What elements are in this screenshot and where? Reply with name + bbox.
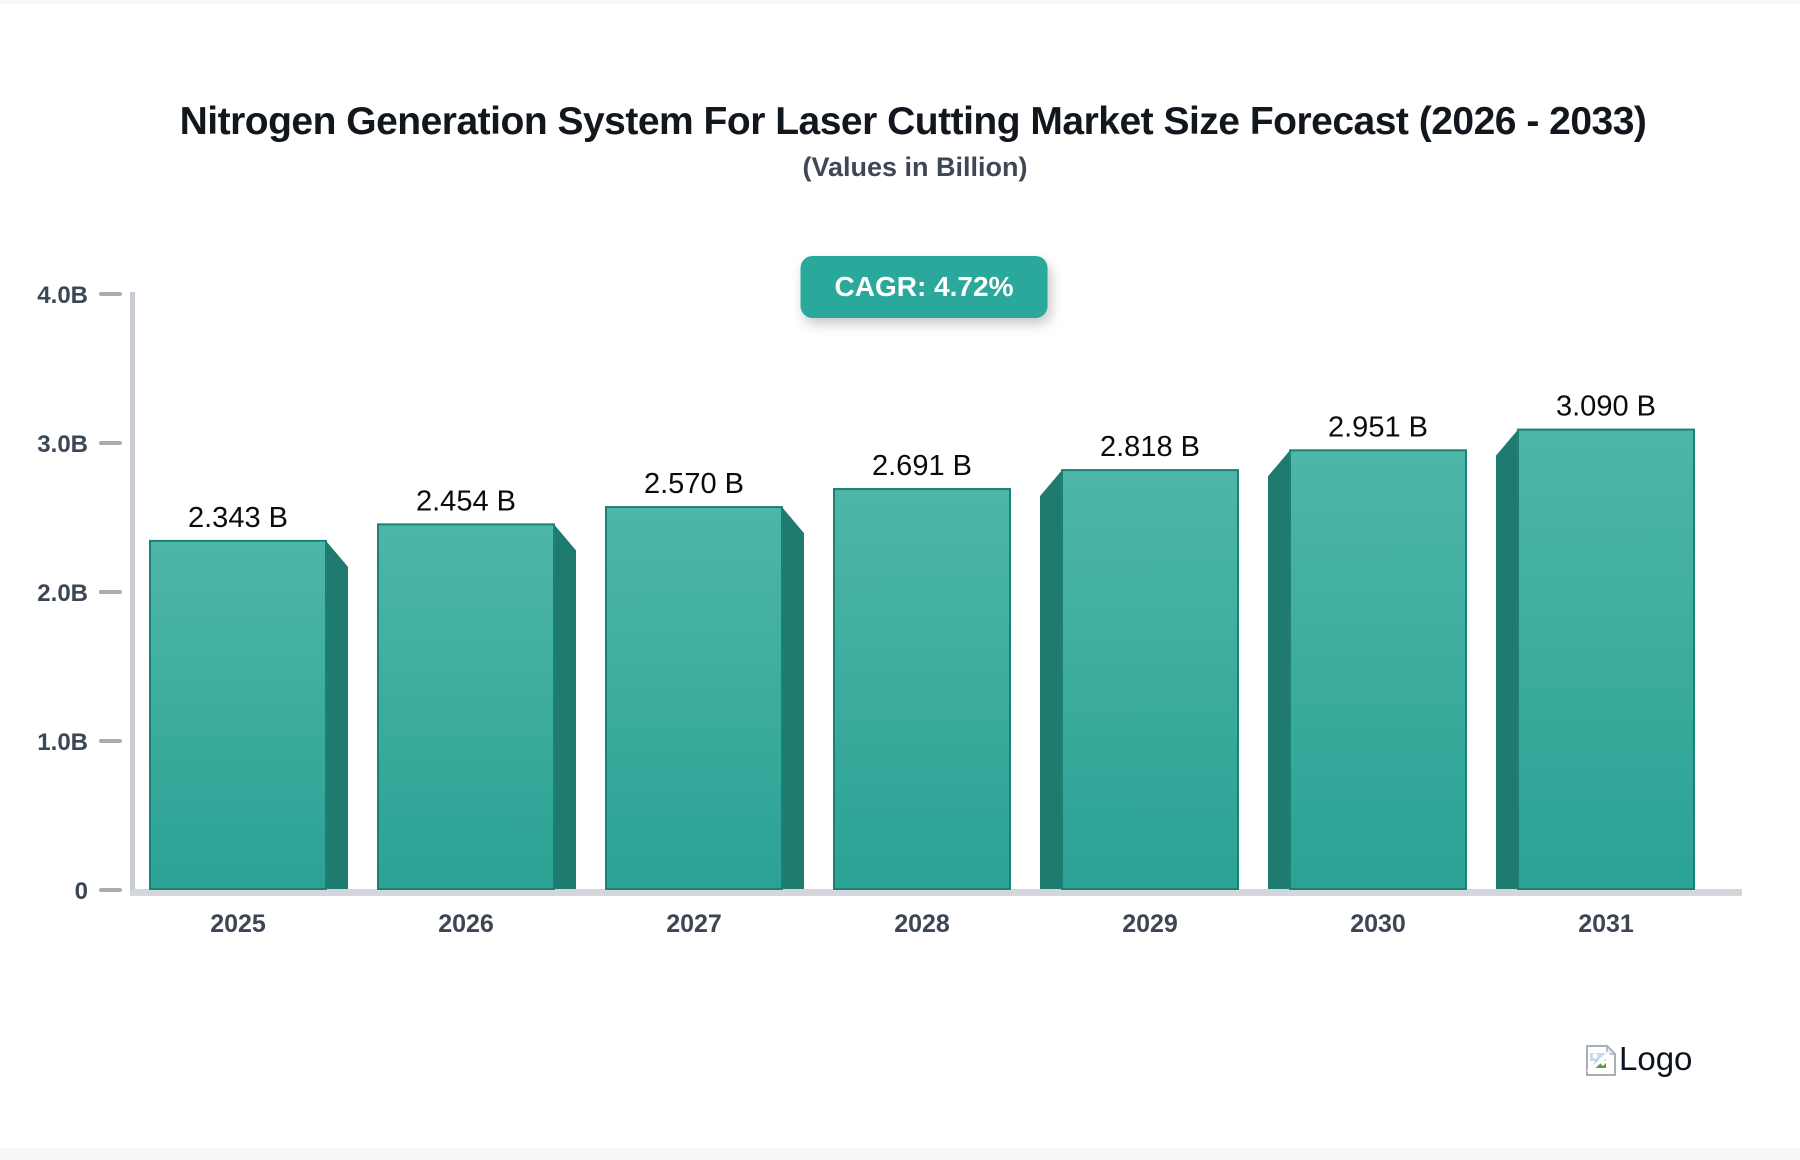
bar-side-3d xyxy=(1268,450,1290,889)
y-axis-tick-label: 1.0B xyxy=(37,729,88,756)
x-axis-label: 2026 xyxy=(438,910,494,938)
broken-image-icon xyxy=(1586,1043,1617,1076)
x-axis-label: 2025 xyxy=(210,910,266,938)
bar-2031[interactable] xyxy=(1517,428,1695,890)
cagr-badge: CAGR: 4.72% xyxy=(800,256,1048,318)
bar-side-3d xyxy=(1040,470,1062,889)
bar-value-label: 2.454 B xyxy=(416,485,516,517)
y-axis-tick xyxy=(99,441,122,445)
y-axis-tick xyxy=(99,590,122,594)
bar-side-3d xyxy=(1496,429,1518,889)
y-axis-tick-label: 4.0B xyxy=(37,282,88,309)
y-axis-tick-label: 0 xyxy=(75,878,88,905)
bar-2030[interactable] xyxy=(1289,449,1467,890)
x-axis-label: 2031 xyxy=(1578,910,1634,938)
bar-value-label: 2.570 B xyxy=(644,468,744,500)
x-axis-label: 2029 xyxy=(1122,910,1178,938)
y-axis-line xyxy=(130,292,135,890)
bar-value-label: 2.691 B xyxy=(872,450,972,482)
x-axis-line xyxy=(130,889,1742,896)
x-axis-label: 2028 xyxy=(894,910,950,938)
logo-text: Logo xyxy=(1619,1040,1693,1077)
bar-value-label: 2.818 B xyxy=(1100,431,1200,463)
bar-2027[interactable] xyxy=(605,506,783,890)
bar-value-label: 2.951 B xyxy=(1328,411,1428,443)
bar-2026[interactable] xyxy=(377,523,555,890)
bar-2028[interactable] xyxy=(833,488,1011,890)
bar-side-3d xyxy=(326,540,348,889)
bar-value-label: 2.343 B xyxy=(188,502,288,534)
bar-chart-canvas: 4.0B 3.0B 2.0B 1.0B 0 2.343 B 2025 2.454 B 2026 2… xyxy=(37,282,1742,938)
bar-2029[interactable] xyxy=(1061,469,1239,890)
y-axis-tick xyxy=(99,292,122,296)
bar-side-3d xyxy=(554,524,576,889)
y-axis-tick xyxy=(99,888,122,892)
logo: Logo xyxy=(1585,1040,1693,1077)
chart-title: Nitrogen Generation System For Laser Cut… xyxy=(179,100,1647,143)
y-axis-tick xyxy=(99,739,122,743)
bar-value-label: 3.090 B xyxy=(1556,391,1656,423)
y-axis-tick-label: 3.0B xyxy=(37,431,88,458)
x-axis-label: 2027 xyxy=(666,910,722,938)
chart-card: Nitrogen Generation System For Laser Cut… xyxy=(0,4,1800,1148)
bar-side-3d xyxy=(782,507,804,889)
chart-subtitle: (Values in Billion) xyxy=(802,152,1028,182)
bar-2025[interactable] xyxy=(149,539,327,890)
y-axis-tick-label: 2.0B xyxy=(37,580,88,607)
x-axis-label: 2030 xyxy=(1350,910,1406,938)
